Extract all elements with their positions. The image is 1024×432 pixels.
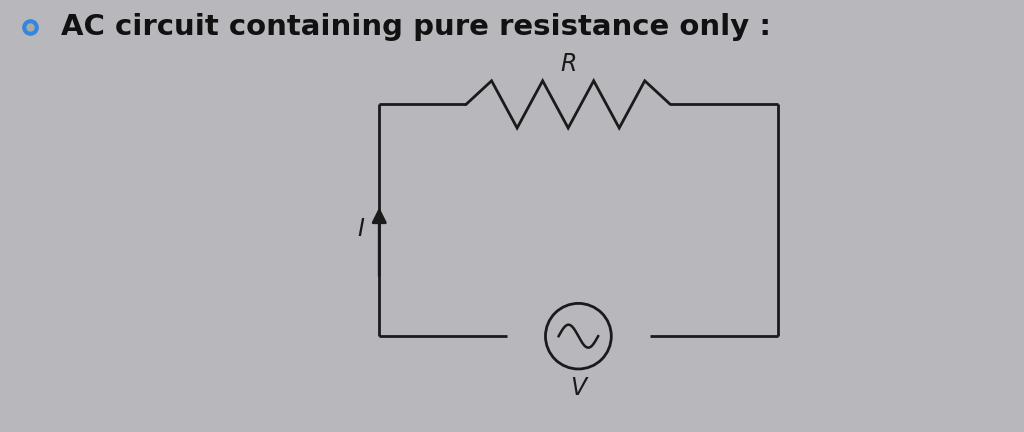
Text: AC circuit containing pure resistance only :: AC circuit containing pure resistance on… <box>60 13 771 41</box>
Text: I: I <box>357 217 364 241</box>
Text: R: R <box>560 52 577 76</box>
Text: V: V <box>570 376 587 400</box>
